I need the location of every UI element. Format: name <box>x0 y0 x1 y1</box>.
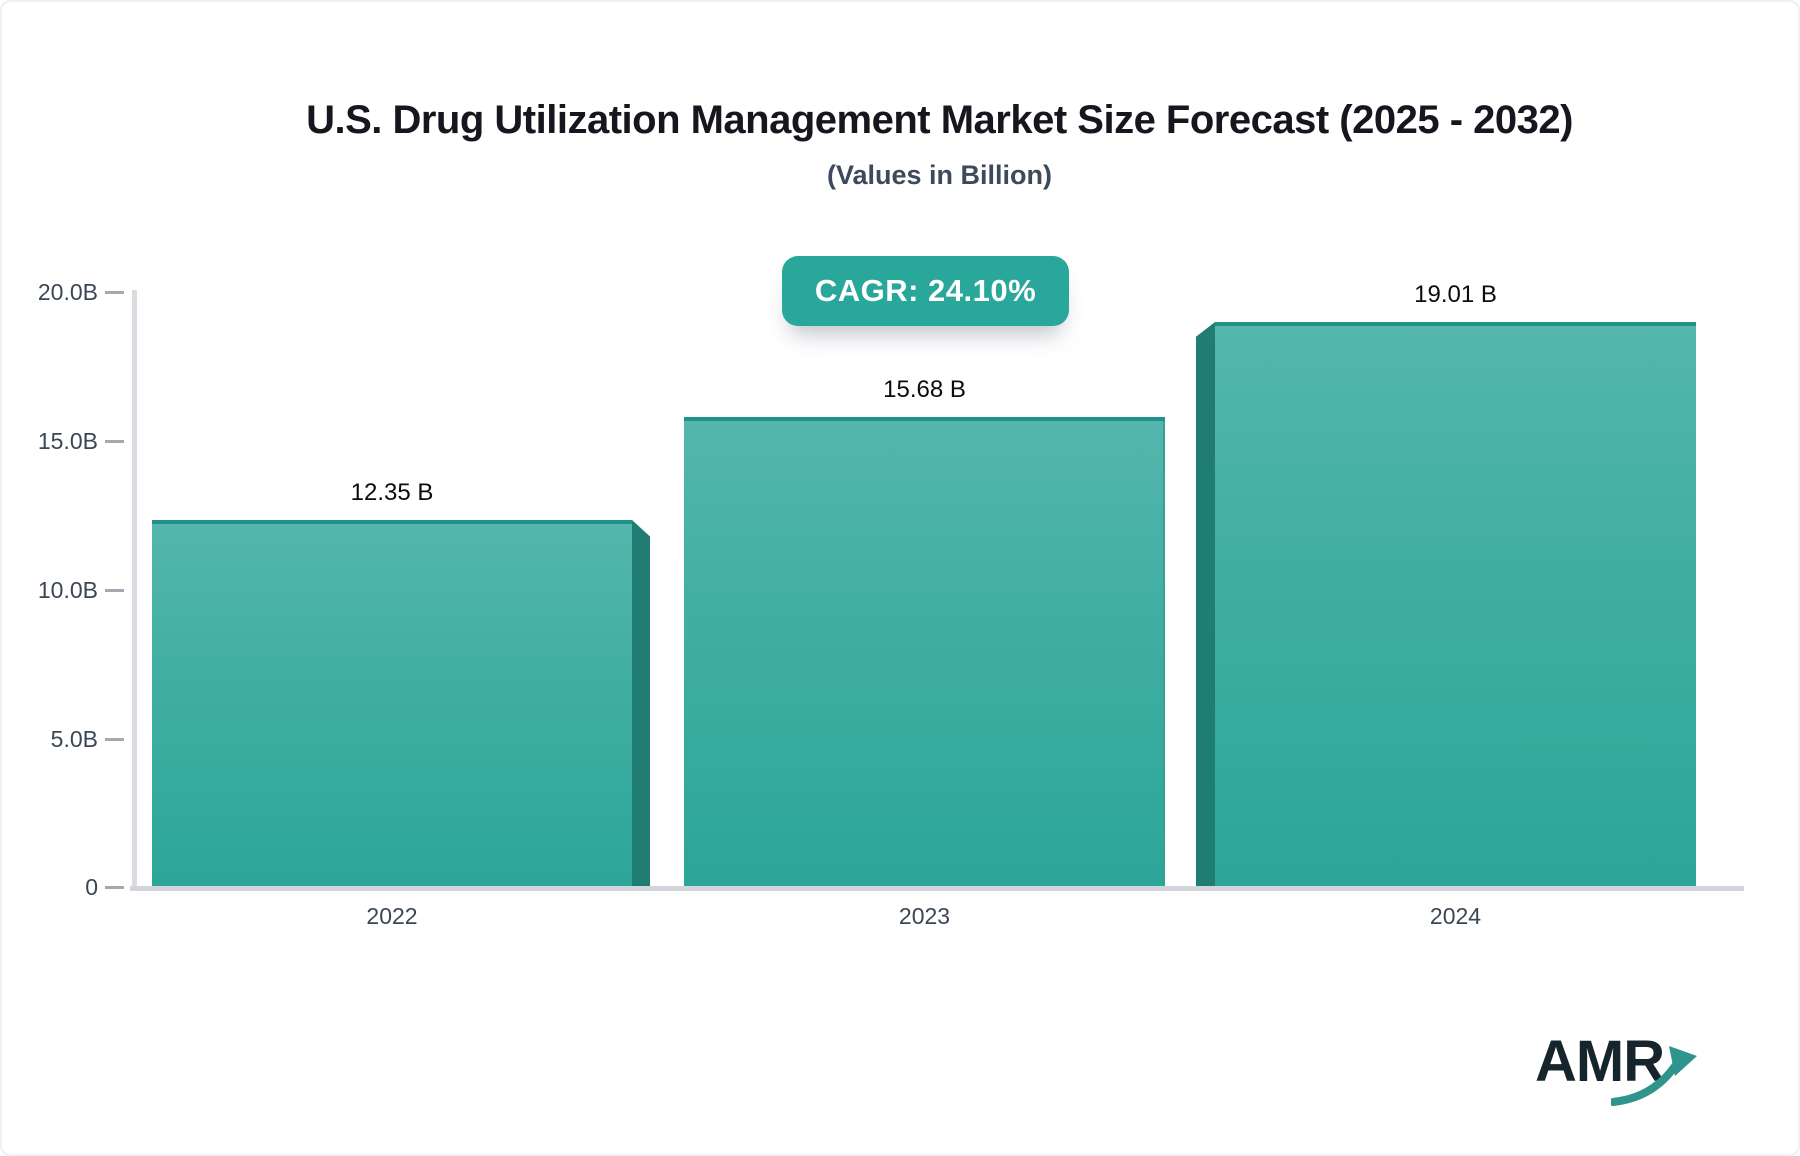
bar-2024 <box>1215 322 1696 888</box>
y-tick-label-20b: 20.0B <box>37 279 98 305</box>
bar-2022 <box>152 520 632 888</box>
y-tick-label-15b: 15.0B <box>37 428 98 454</box>
bar-2024-side-face <box>1196 322 1215 888</box>
x-tick-label-2022: 2022 <box>366 903 418 929</box>
bar-value-label-2022: 12.35 B <box>350 479 434 506</box>
cagr-badge: CAGR: 24.10% <box>782 256 1069 326</box>
y-tick-mark-5b <box>105 738 124 741</box>
y-tick-mark-0 <box>105 886 124 889</box>
y-tick-mark-20b <box>105 291 124 294</box>
y-tick-label-10b: 10.0B <box>37 577 98 603</box>
chart-subtitle: (Values in Billion) <box>826 160 1053 190</box>
x-axis-line <box>130 886 1744 891</box>
y-tick-label-0: 0 <box>85 874 98 900</box>
y-tick-mark-15b <box>105 440 124 443</box>
bar-2023 <box>684 417 1165 888</box>
chart-title: U.S. Drug Utilization Management Market … <box>306 98 1573 142</box>
x-tick-label-2024: 2024 <box>1429 903 1482 929</box>
bar-value-label-2024: 19.01 B <box>1414 281 1497 308</box>
y-axis-line <box>132 290 137 888</box>
amr-logo-text: AMR <box>1535 1029 1665 1094</box>
x-tick-label-2023: 2023 <box>898 903 951 929</box>
cagr-badge-label: CAGR: 24.10% <box>814 273 1037 308</box>
y-tick-mark-10b <box>105 589 124 592</box>
y-tick-label-5b: 5.0B <box>50 726 98 752</box>
bar-value-label-2023: 15.68 B <box>883 376 966 403</box>
upward-trend-arrow-icon <box>1611 1046 1697 1106</box>
bar-2022-side-face <box>632 520 650 888</box>
amr-logo: AMR <box>1535 1029 1697 1112</box>
